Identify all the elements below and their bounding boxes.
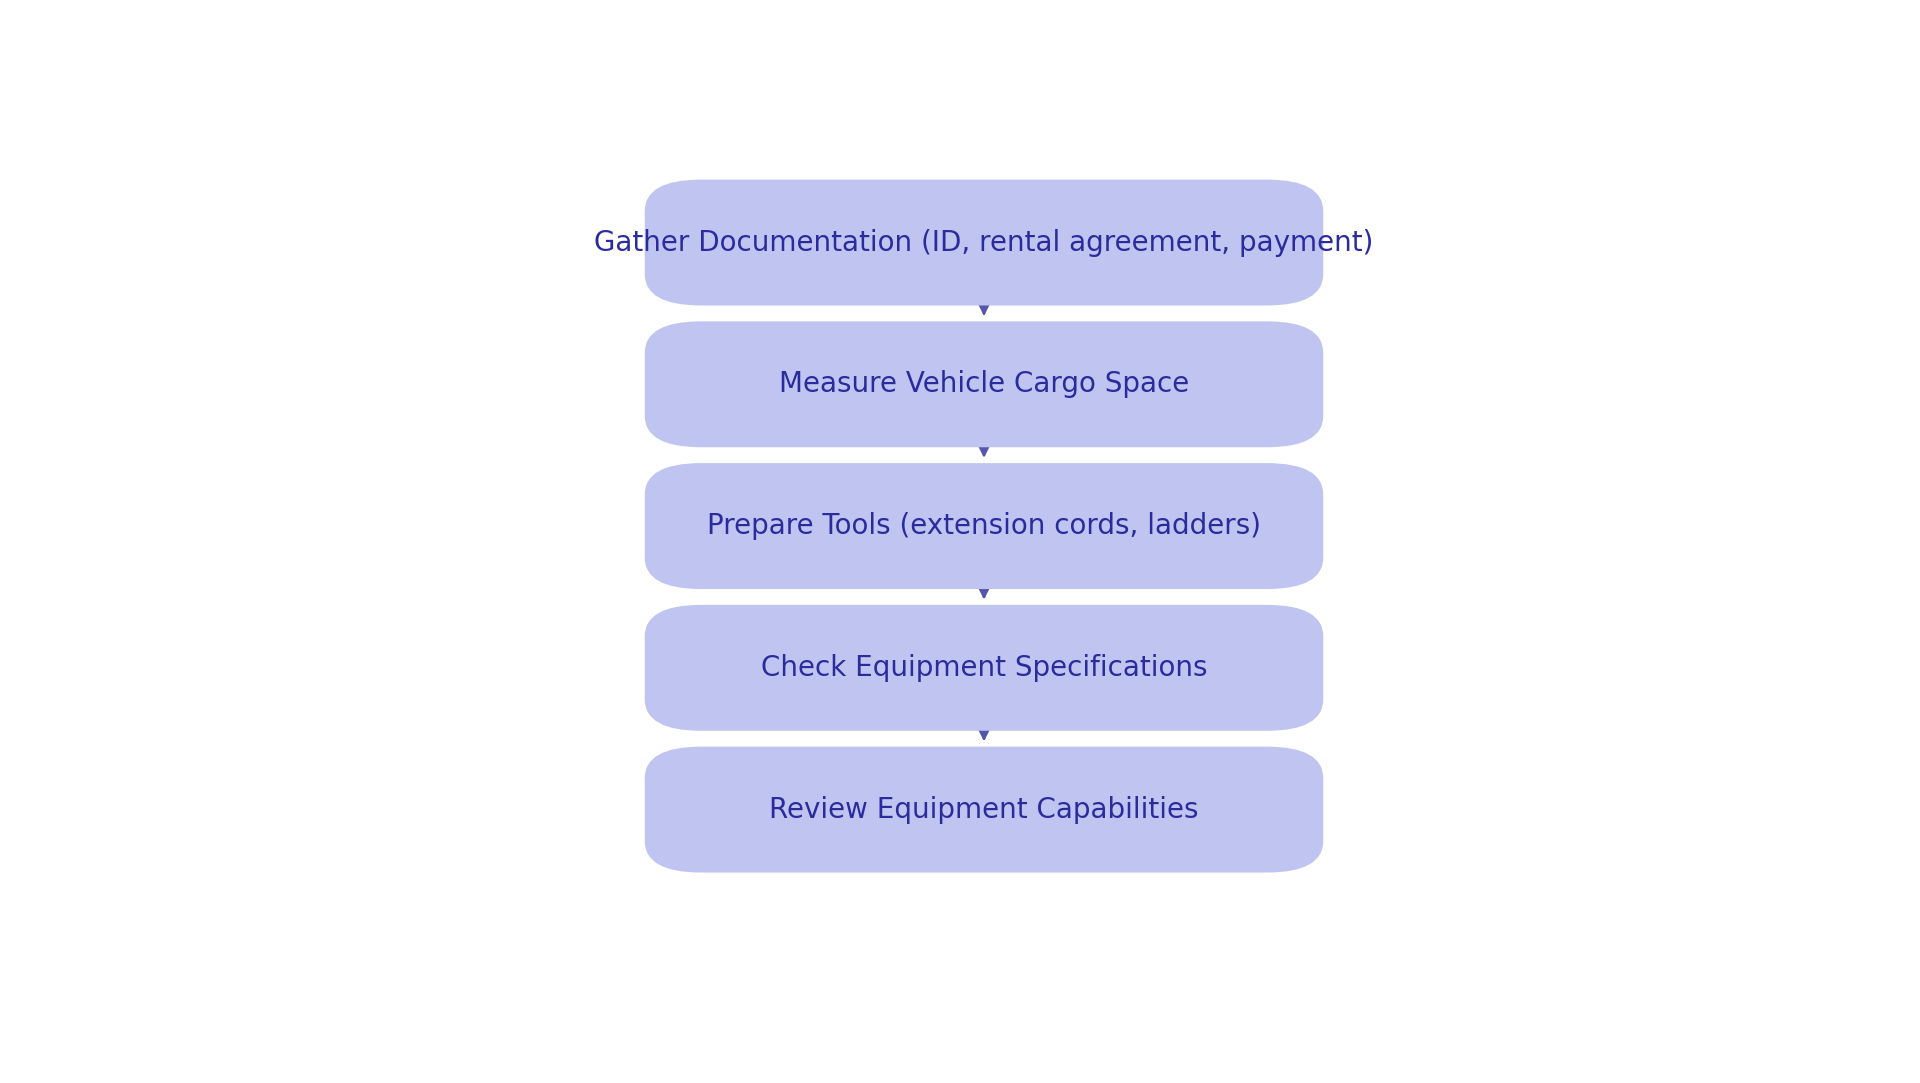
Text: Prepare Tools (extension cords, ladders): Prepare Tools (extension cords, ladders) bbox=[707, 512, 1261, 540]
Text: Check Equipment Specifications: Check Equipment Specifications bbox=[760, 654, 1208, 682]
FancyBboxPatch shape bbox=[645, 746, 1323, 873]
Text: Review Equipment Capabilities: Review Equipment Capabilities bbox=[770, 796, 1198, 823]
Text: Measure Vehicle Cargo Space: Measure Vehicle Cargo Space bbox=[780, 370, 1188, 399]
FancyBboxPatch shape bbox=[645, 180, 1323, 305]
FancyBboxPatch shape bbox=[645, 605, 1323, 731]
FancyBboxPatch shape bbox=[645, 322, 1323, 447]
FancyBboxPatch shape bbox=[645, 464, 1323, 589]
Text: Gather Documentation (ID, rental agreement, payment): Gather Documentation (ID, rental agreeme… bbox=[595, 229, 1373, 257]
